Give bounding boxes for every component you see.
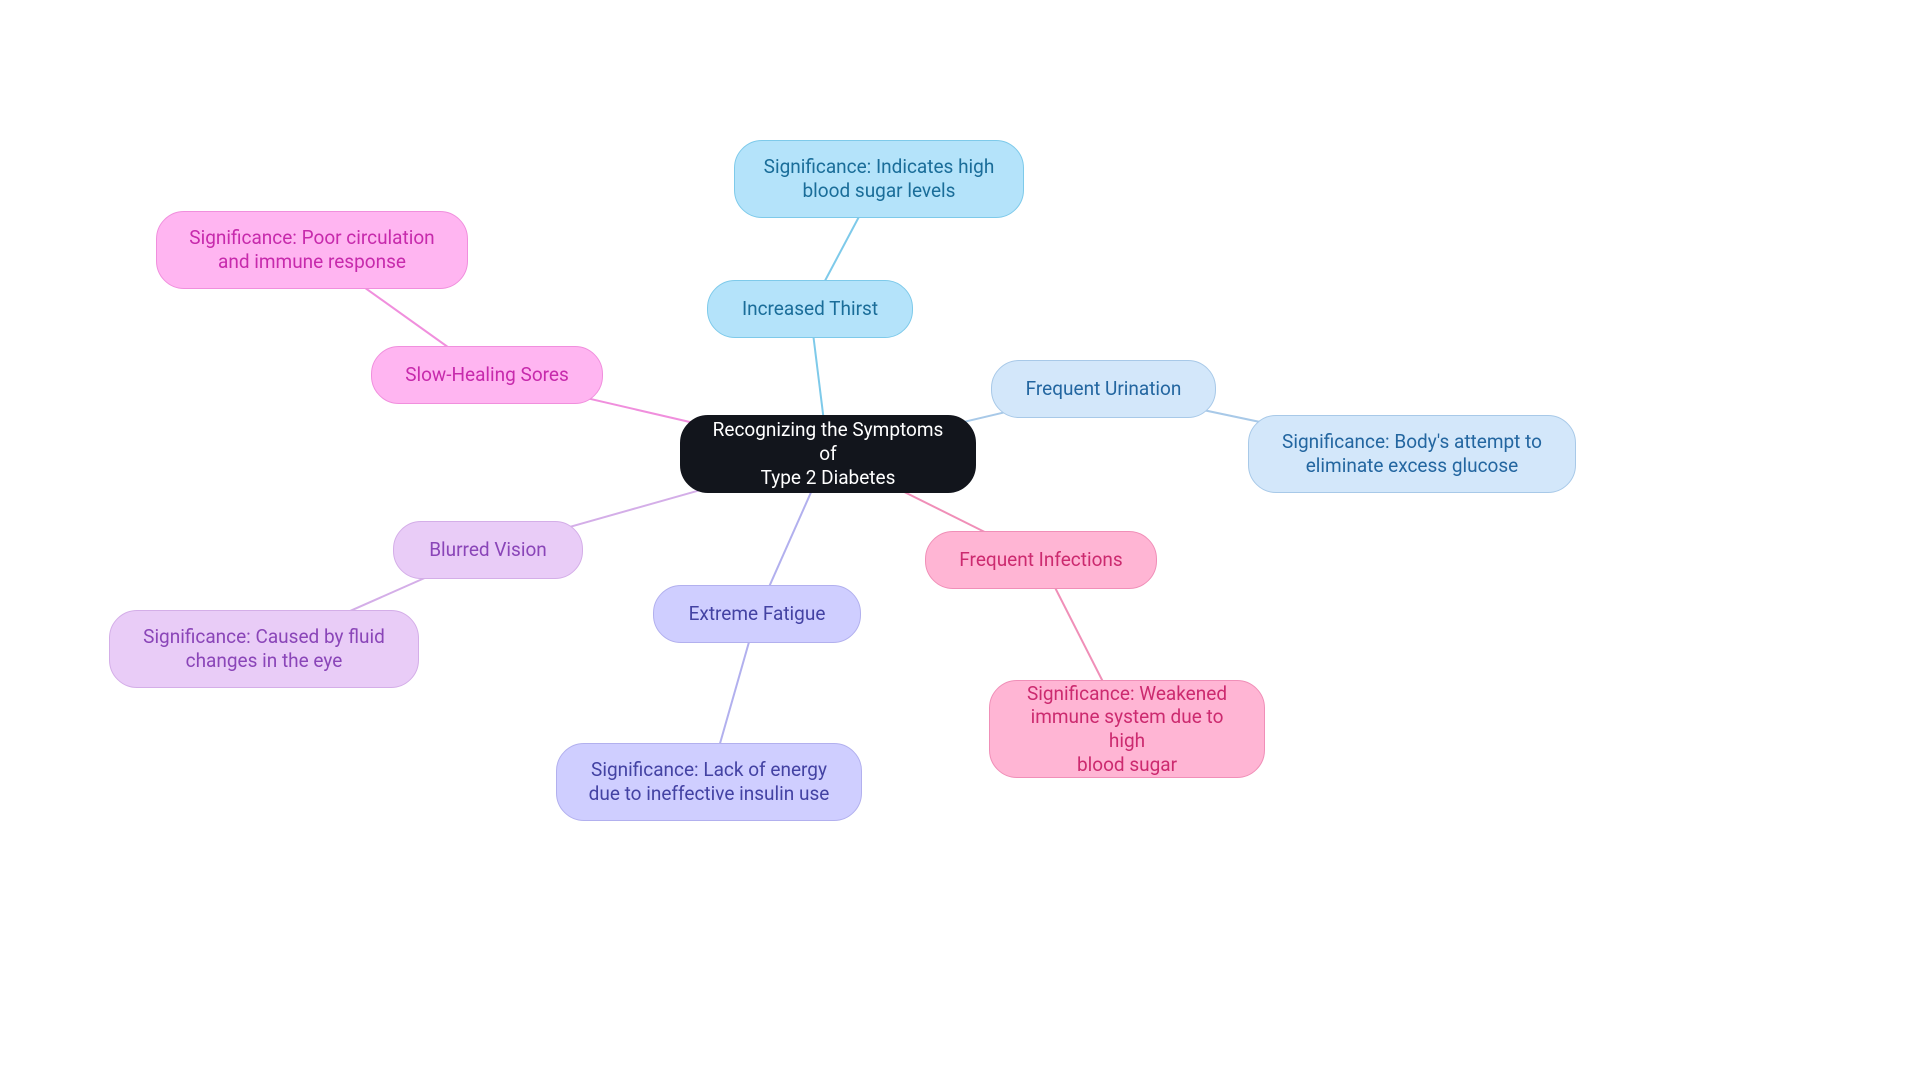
- node-label-infections: Frequent Infections: [959, 548, 1122, 572]
- node-label-infections-sig: Significance: Weakened immune system due…: [1016, 682, 1238, 777]
- mindmap-canvas: Recognizing the Symptoms of Type 2 Diabe…: [0, 0, 1920, 1083]
- node-label-fatigue-sig: Significance: Lack of energy due to inef…: [589, 758, 830, 806]
- node-thirst-sig: Significance: Indicates high blood sugar…: [734, 140, 1024, 218]
- node-label-center: Recognizing the Symptoms of Type 2 Diabe…: [707, 418, 949, 489]
- node-center: Recognizing the Symptoms of Type 2 Diabe…: [680, 415, 976, 493]
- node-label-urination-sig: Significance: Body's attempt to eliminat…: [1282, 430, 1542, 478]
- node-label-thirst-sig: Significance: Indicates high blood sugar…: [764, 155, 995, 203]
- node-infections-sig: Significance: Weakened immune system due…: [989, 680, 1265, 778]
- node-sores-sig: Significance: Poor circulation and immun…: [156, 211, 468, 289]
- node-sores: Slow-Healing Sores: [371, 346, 603, 404]
- node-label-sores-sig: Significance: Poor circulation and immun…: [189, 226, 434, 274]
- node-label-sores: Slow-Healing Sores: [405, 363, 569, 387]
- node-infections: Frequent Infections: [925, 531, 1157, 589]
- node-fatigue-sig: Significance: Lack of energy due to inef…: [556, 743, 862, 821]
- node-urination: Frequent Urination: [991, 360, 1216, 418]
- node-fatigue: Extreme Fatigue: [653, 585, 861, 643]
- node-vision: Blurred Vision: [393, 521, 583, 579]
- node-label-thirst: Increased Thirst: [742, 297, 878, 321]
- node-label-vision-sig: Significance: Caused by fluid changes in…: [143, 625, 385, 673]
- node-label-vision: Blurred Vision: [429, 538, 547, 562]
- node-label-urination: Frequent Urination: [1026, 377, 1182, 401]
- node-label-fatigue: Extreme Fatigue: [689, 602, 826, 626]
- node-urination-sig: Significance: Body's attempt to eliminat…: [1248, 415, 1576, 493]
- node-vision-sig: Significance: Caused by fluid changes in…: [109, 610, 419, 688]
- node-thirst: Increased Thirst: [707, 280, 913, 338]
